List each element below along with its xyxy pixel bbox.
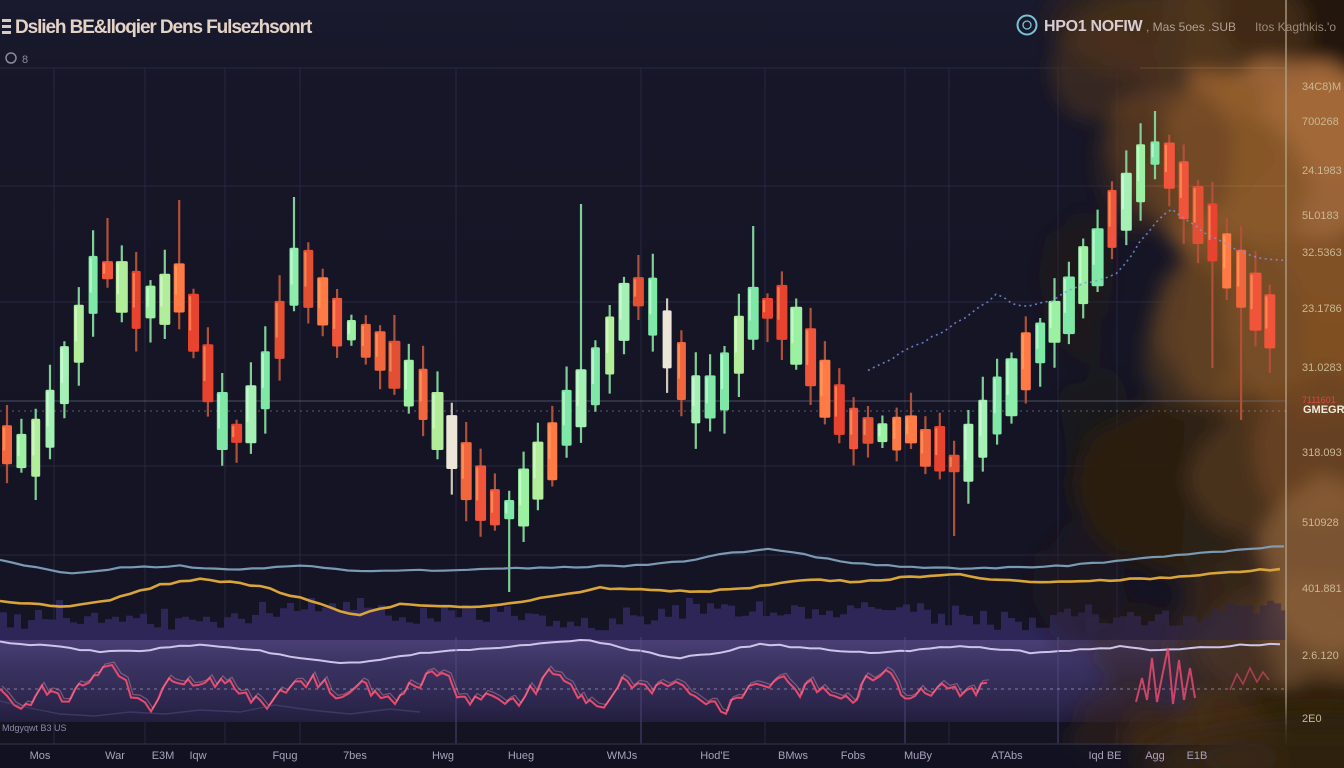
svg-text:8: 8 bbox=[22, 54, 28, 66]
svg-text:Mos: Mos bbox=[30, 750, 51, 762]
svg-text:, Mas 5oes .SUB: , Mas 5oes .SUB bbox=[1146, 20, 1236, 34]
svg-text:MuBy: MuBy bbox=[904, 750, 933, 762]
svg-text:31.0283: 31.0283 bbox=[1302, 362, 1342, 374]
svg-text:Iqd BE: Iqd BE bbox=[1088, 750, 1121, 762]
svg-text:Fobs: Fobs bbox=[841, 750, 866, 762]
svg-text:HPO1 NOFIW: HPO1 NOFIW bbox=[1044, 18, 1144, 35]
svg-text:Hwg: Hwg bbox=[432, 750, 454, 762]
svg-text:7bes: 7bes bbox=[343, 750, 367, 762]
svg-text:2E0: 2E0 bbox=[1302, 713, 1322, 725]
svg-text:510928: 510928 bbox=[1302, 517, 1339, 529]
svg-text:Hueg: Hueg bbox=[508, 750, 534, 762]
svg-text:34C8)M: 34C8)M bbox=[1302, 81, 1341, 93]
svg-text:23.1786: 23.1786 bbox=[1302, 303, 1342, 315]
svg-text:401.881: 401.881 bbox=[1302, 583, 1342, 595]
svg-text:ATAbs: ATAbs bbox=[991, 750, 1023, 762]
svg-text:Itos Kagthkis.'o: Itos Kagthkis.'o bbox=[1255, 20, 1336, 34]
svg-text:E1B: E1B bbox=[1187, 750, 1208, 762]
svg-text:700268: 700268 bbox=[1302, 116, 1339, 128]
svg-text:E3M: E3M bbox=[152, 750, 175, 762]
svg-text:7111601: 7111601 bbox=[1302, 395, 1336, 405]
svg-text:BMws: BMws bbox=[778, 750, 808, 762]
svg-text:WMJs: WMJs bbox=[607, 750, 638, 762]
svg-text:2.6.120: 2.6.120 bbox=[1302, 650, 1339, 662]
svg-text:Fqug: Fqug bbox=[272, 750, 297, 762]
svg-text:War: War bbox=[105, 750, 125, 762]
svg-text:Agg: Agg bbox=[1145, 750, 1165, 762]
svg-text:Hod'E: Hod'E bbox=[700, 750, 730, 762]
svg-text:32.5363: 32.5363 bbox=[1302, 247, 1342, 259]
svg-text:Dslieh BE&lloqier Dens Fulsezh: Dslieh BE&lloqier Dens Fulsezhsonrt bbox=[15, 17, 313, 38]
svg-text:318.093: 318.093 bbox=[1302, 447, 1342, 459]
svg-text:Mdgyqwt B3 US: Mdgyqwt B3 US bbox=[2, 723, 67, 733]
svg-text:Iqw: Iqw bbox=[189, 750, 206, 762]
svg-text:GMEGR: GMEGR bbox=[1303, 404, 1344, 416]
svg-text:5L0183: 5L0183 bbox=[1302, 210, 1339, 222]
svg-text:24.1983: 24.1983 bbox=[1302, 165, 1342, 177]
